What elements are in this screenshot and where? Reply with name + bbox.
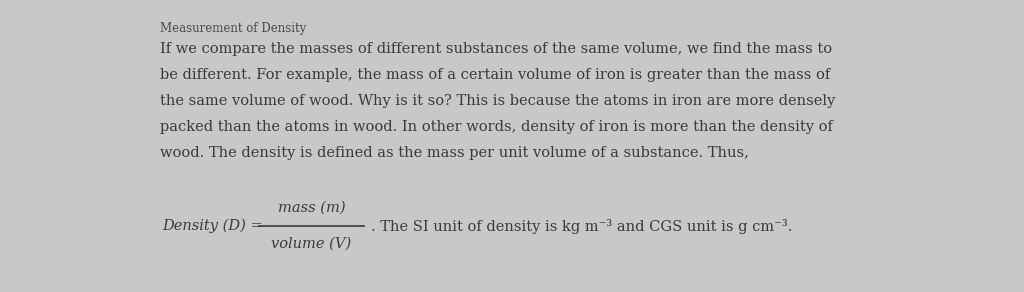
Text: Density (D) =: Density (D) =: [162, 219, 267, 233]
Text: be different. For example, the mass of a certain volume of iron is greater than : be different. For example, the mass of a…: [160, 68, 830, 82]
Text: If we compare the masses of different substances of the same volume, we find the: If we compare the masses of different su…: [160, 42, 833, 56]
Text: wood. The density is defined as the mass per unit volume of a substance. Thus,: wood. The density is defined as the mass…: [160, 146, 749, 160]
Text: . The SI unit of density is kg m⁻³ and CGS unit is g cm⁻³.: . The SI unit of density is kg m⁻³ and C…: [371, 218, 793, 234]
Text: Measurement of Density: Measurement of Density: [160, 22, 306, 35]
Text: the same volume of wood. Why is it so? This is because the atoms in iron are mor: the same volume of wood. Why is it so? T…: [160, 94, 836, 108]
Text: volume (V): volume (V): [271, 237, 351, 251]
Text: packed than the atoms in wood. In other words, density of iron is more than the : packed than the atoms in wood. In other …: [160, 120, 833, 134]
Text: mass (m): mass (m): [278, 201, 345, 215]
